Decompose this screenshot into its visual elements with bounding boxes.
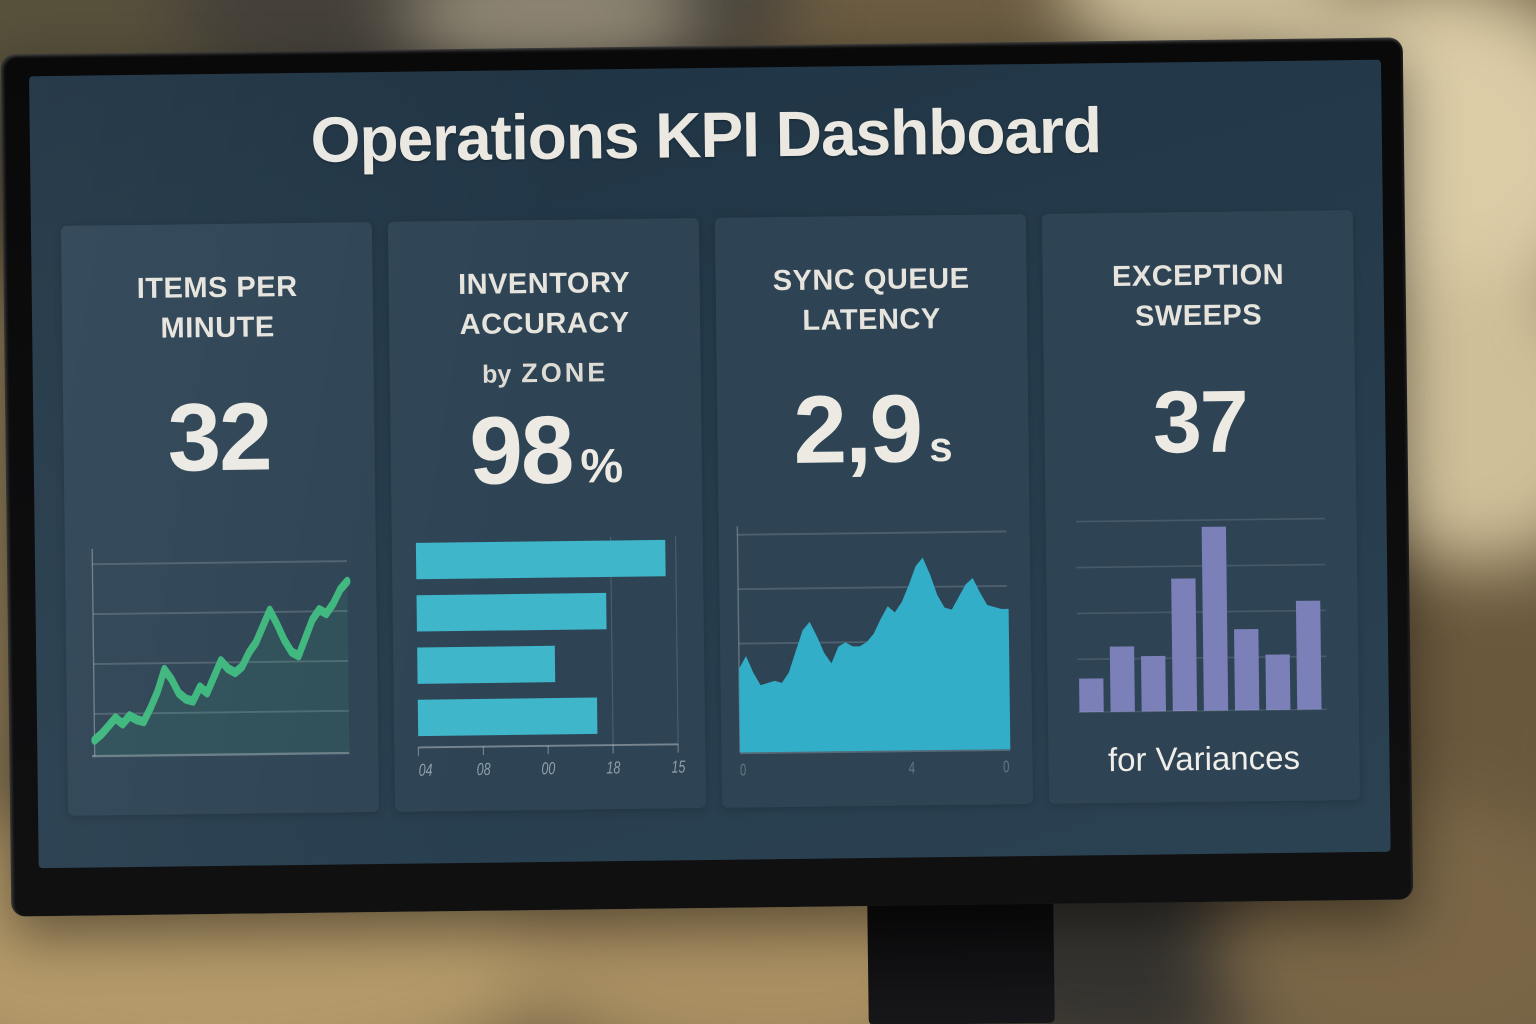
inventory-accuracy-bar-chart: 04 08 00 18 15 [411,528,686,781]
svg-text:04: 04 [418,761,432,781]
monitor-screen: Operations KPI Dashboard ITEMS PER MINUT… [29,59,1391,869]
card-heading: ITEMS PER MINUTE [136,270,298,345]
card-value: 37 [1152,371,1248,472]
kpi-card-sync-queue-latency: SYNC QUEUE LATENCY 2,9 s 0 4 0 [714,214,1034,808]
subtitle-word: ZONE [521,357,609,389]
card-value: 2,9 s [792,375,953,484]
value-unit: s [928,423,953,471]
card-heading: INVENTORY ACCURACY [457,266,631,342]
value-number: 98 [468,396,573,505]
svg-text:18: 18 [606,758,621,778]
card-value: 32 [166,383,272,492]
kpi-card-inventory-accuracy: INVENTORY ACCURACY by ZONE 98 % 04 08 00 18 1… [387,218,707,812]
sync-queue-latency-area-chart: 0 4 0 [731,506,1020,778]
card-heading: SYNC QUEUE LATENCY [772,262,970,337]
kpi-card-row: ITEMS PER MINUTE 32 INVENTORY ACCURACY b… [31,210,1391,868]
items-per-minute-line-chart [86,530,357,771]
value-number: 2,9 [792,375,922,484]
svg-text:4: 4 [908,759,915,777]
value-number: 37 [1152,371,1248,472]
svg-text:08: 08 [476,760,491,780]
exception-sweeps-bar-chart [1070,504,1335,733]
card-footnote: for Variances [1107,738,1301,779]
card-heading: EXCEPTION SWEEPS [1111,258,1285,333]
kpi-card-items-per-minute: ITEMS PER MINUTE 32 [60,222,380,816]
card-value: 98 % [468,396,624,505]
value-number: 32 [166,383,272,492]
card-subtitle: by ZONE [482,357,609,390]
svg-text:00: 00 [541,759,556,779]
svg-text:15: 15 [671,758,686,778]
dashboard-title: Operations KPI Dashboard [310,94,1102,176]
kpi-card-exception-sweeps: EXCEPTION SWEEPS 37 for Variances [1041,210,1360,804]
value-unit: % [580,440,624,494]
svg-text:0: 0 [1002,758,1009,777]
monitor-bezel: Operations KPI Dashboard ITEMS PER MINUT… [0,37,1414,917]
subtitle-prefix: by [481,360,512,389]
svg-text:0: 0 [739,761,746,777]
monitor-stand [867,896,1055,1024]
